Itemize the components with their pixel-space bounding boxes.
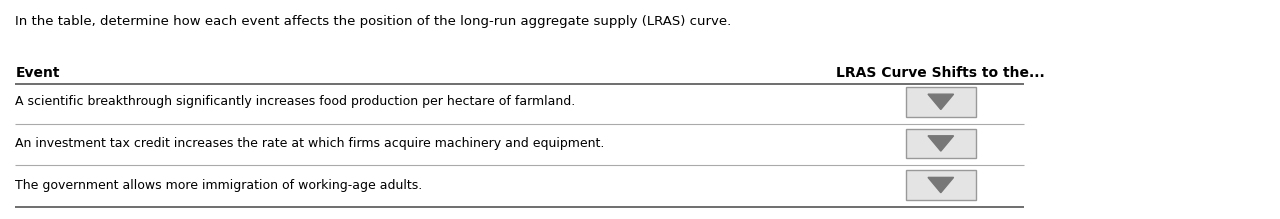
Polygon shape: [928, 177, 954, 193]
Polygon shape: [928, 136, 954, 151]
Bar: [906, 129, 977, 158]
Text: LRAS Curve Shifts to the...: LRAS Curve Shifts to the...: [836, 66, 1046, 80]
Text: The government allows more immigration of working-age adults.: The government allows more immigration o…: [15, 178, 422, 192]
Text: Event: Event: [15, 66, 60, 80]
Bar: [906, 170, 977, 200]
Text: An investment tax credit increases the rate at which firms acquire machinery and: An investment tax credit increases the r…: [15, 137, 604, 150]
Bar: [906, 87, 977, 117]
Text: A scientific breakthrough significantly increases food production per hectare of: A scientific breakthrough significantly …: [15, 95, 576, 108]
Text: In the table, determine how each event affects the position of the long-run aggr: In the table, determine how each event a…: [15, 15, 732, 28]
Polygon shape: [928, 94, 954, 110]
